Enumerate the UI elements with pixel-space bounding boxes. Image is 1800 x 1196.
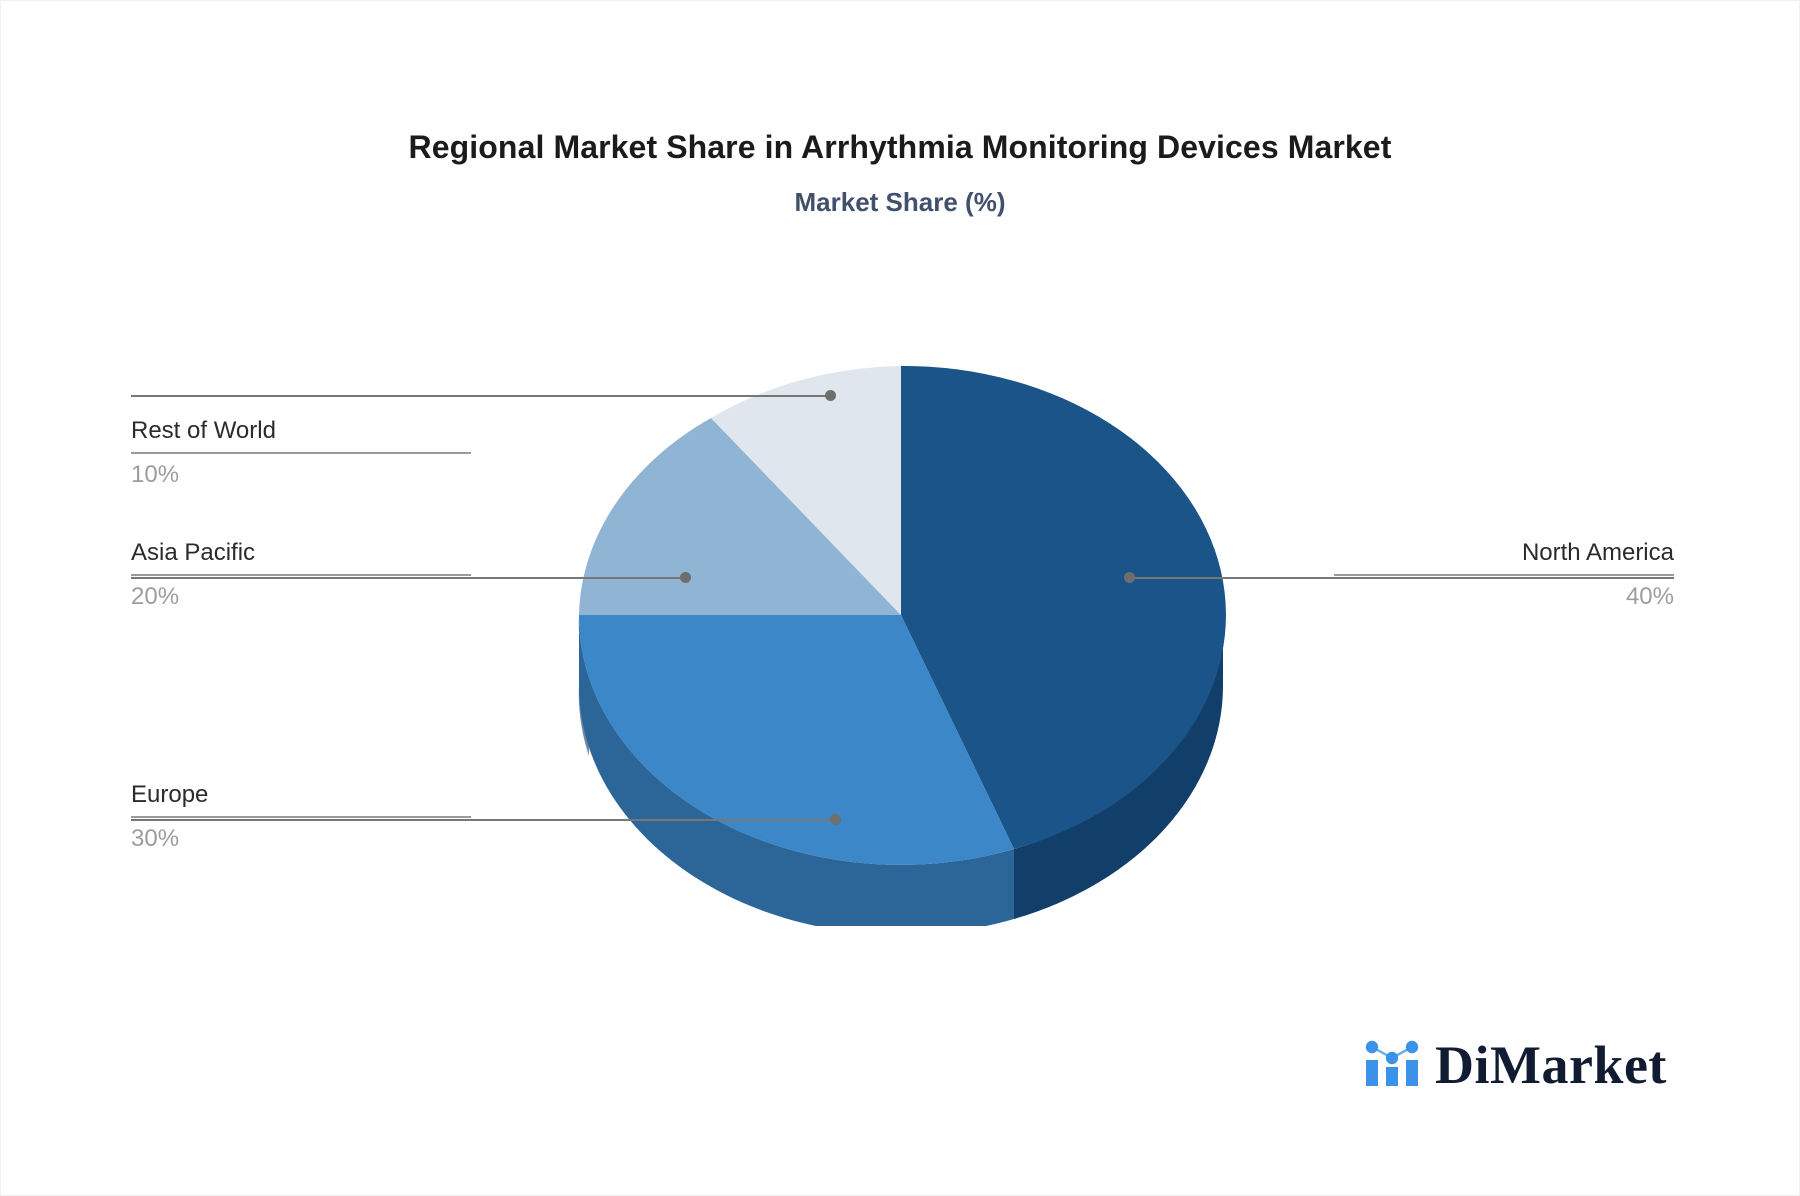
pie-chart: [576, 366, 1226, 926]
logo-text: DiMarket: [1435, 1034, 1667, 1095]
callout-label-asia-pacific: Asia Pacific: [131, 539, 256, 566]
pie-slice-rest-of-world[interactable]: [711, 366, 901, 615]
callout-label-north-america: North America: [1521, 539, 1674, 566]
pie-top-face: [578, 366, 1226, 865]
callout-north-america: North America 40%: [1334, 536, 1674, 614]
callout-rule: [131, 452, 471, 454]
callout-value-asia-pacific: 20%: [131, 583, 180, 610]
leader-dot-north-america: [1124, 572, 1135, 583]
page-title: Regional Market Share in Arrhythmia Moni…: [408, 129, 1392, 165]
callout-value-rest-of-world: 10%: [131, 461, 180, 488]
leader-dot-asia-pacific: [680, 572, 691, 583]
pie-slice-asia-pacific[interactable]: [579, 418, 901, 615]
pie-depth-walls: [578, 615, 1224, 926]
chart-subtitle: Market Share (%): [794, 187, 1006, 217]
callout-label-europe: Europe: [131, 781, 209, 808]
leader-dot-europe: [830, 814, 841, 825]
pie-slice-europe[interactable]: [578, 615, 1014, 865]
pie-svg: [578, 366, 1226, 926]
callout-rule: [131, 574, 471, 576]
leader-line-north-america: [1129, 577, 1674, 579]
callout-value-north-america: 40%: [1625, 583, 1674, 610]
callout-rest-of-world: Rest of World 10%: [131, 414, 471, 492]
logo-icon-svg: [1365, 1040, 1419, 1086]
bar-chart-trend-icon: [1363, 1036, 1421, 1093]
pie-slice-north-america[interactable]: [901, 366, 1226, 849]
callout-asia-pacific: Asia Pacific 20%: [131, 536, 471, 614]
callout-europe: Europe 30%: [131, 778, 471, 856]
leader-dot-rest-of-world: [825, 390, 836, 401]
callout-label-rest-of-world: Rest of World: [131, 417, 276, 444]
leader-line-rest-of-world: [131, 395, 831, 397]
callout-rule: [131, 816, 471, 818]
callout-value-europe: 30%: [131, 825, 180, 852]
leader-line-asia-pacific: [131, 577, 686, 579]
leader-line-europe: [131, 819, 836, 821]
brand-logo: DiMarket: [1363, 1036, 1667, 1093]
callout-rule: [1334, 574, 1674, 576]
